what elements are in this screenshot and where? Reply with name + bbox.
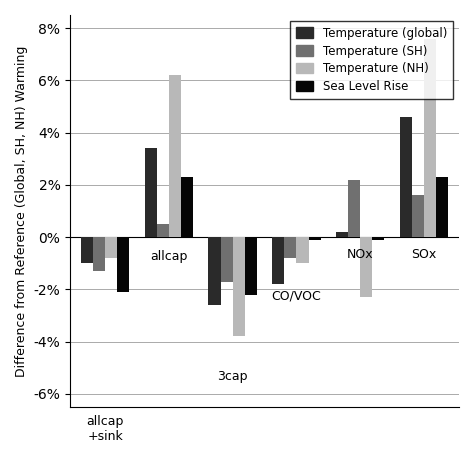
Bar xyxy=(272,237,284,284)
Bar xyxy=(360,237,372,297)
Bar xyxy=(220,237,233,282)
Bar xyxy=(336,232,348,237)
Bar xyxy=(245,237,257,295)
Bar xyxy=(105,237,118,258)
Bar xyxy=(296,237,309,263)
Bar xyxy=(412,195,424,237)
Text: 3cap: 3cap xyxy=(218,370,248,383)
Bar xyxy=(209,237,220,305)
Bar xyxy=(118,237,129,292)
Text: NOx: NOx xyxy=(347,248,374,260)
Legend: Temperature (global), Temperature (SH), Temperature (NH), Sea Level Rise: Temperature (global), Temperature (SH), … xyxy=(290,21,453,99)
Bar xyxy=(181,177,193,237)
Bar xyxy=(233,237,245,336)
Text: CO/VOC: CO/VOC xyxy=(272,289,321,303)
Text: allcap
+sink: allcap +sink xyxy=(87,415,124,443)
Bar xyxy=(400,117,412,237)
Bar xyxy=(81,237,93,263)
Bar xyxy=(436,177,448,237)
Text: allcap: allcap xyxy=(150,250,188,263)
Bar xyxy=(93,237,105,271)
Y-axis label: Difference from Reference (Global, SH, NH) Warming: Difference from Reference (Global, SH, N… xyxy=(15,45,28,377)
Bar xyxy=(348,180,360,237)
Bar xyxy=(169,75,181,237)
Bar xyxy=(372,237,384,240)
Bar xyxy=(145,148,157,237)
Bar xyxy=(309,237,321,240)
Text: SOx: SOx xyxy=(411,248,437,260)
Bar xyxy=(157,224,169,237)
Bar xyxy=(284,237,296,258)
Bar xyxy=(424,38,436,237)
